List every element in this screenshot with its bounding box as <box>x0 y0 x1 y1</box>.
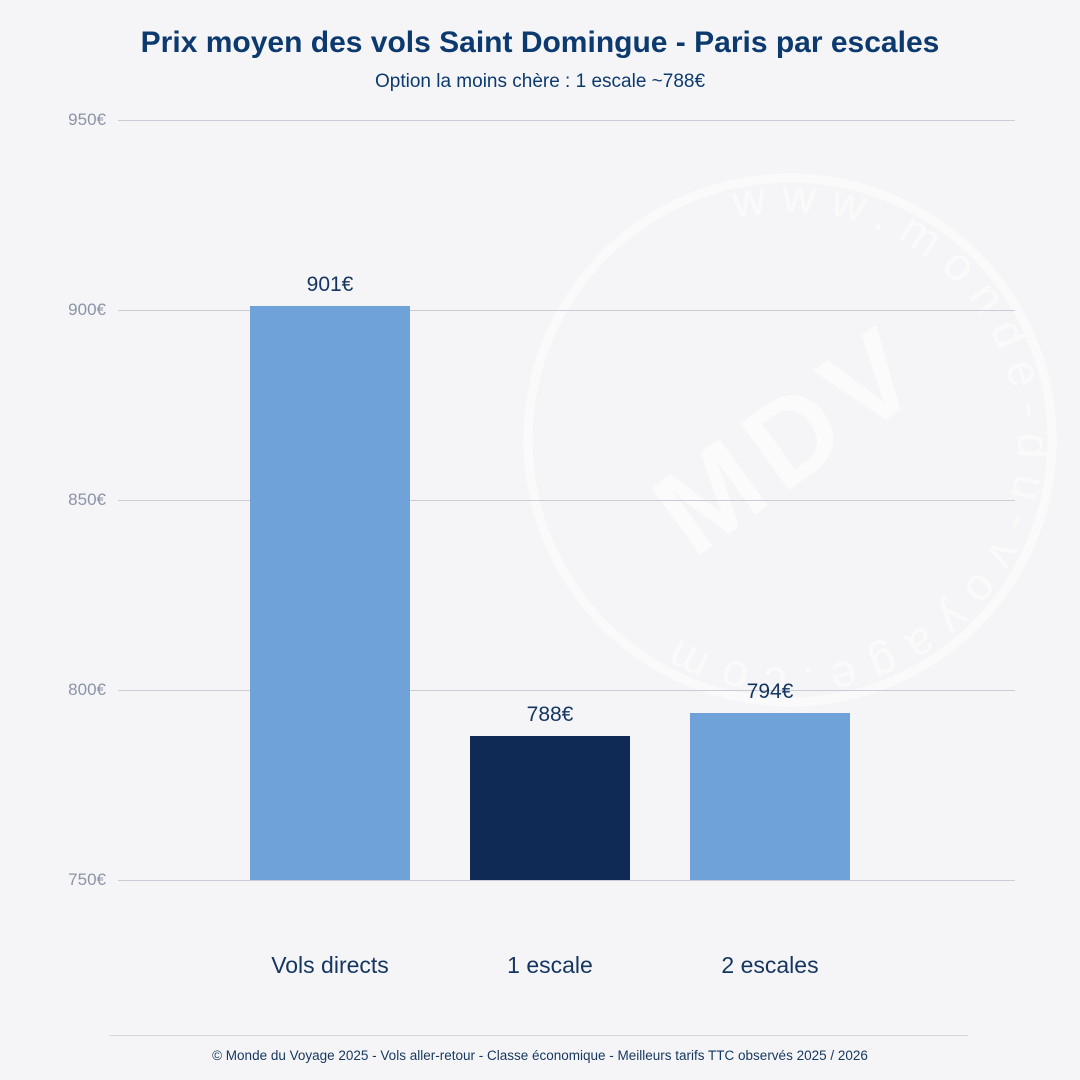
y-tick-label: 800€ <box>68 680 106 699</box>
footer-divider <box>110 1035 968 1036</box>
gridline <box>118 880 1015 881</box>
gridline <box>118 310 1015 311</box>
bar-1-escale <box>470 735 630 880</box>
y-tick-label: 850€ <box>68 490 106 509</box>
value-label: 901€ <box>306 273 354 297</box>
gridline <box>118 690 1015 691</box>
gridline <box>118 500 1015 501</box>
gridline <box>118 120 1015 121</box>
y-tick-label: 950€ <box>68 110 106 129</box>
category-label: 2 escales <box>721 952 819 978</box>
category-label: 1 escale <box>507 952 593 978</box>
y-tick-label: 900€ <box>68 300 106 319</box>
chart-subtitle: Option la moins chère : 1 escale ~788€ <box>374 71 706 92</box>
value-label: 794€ <box>746 679 794 703</box>
bar-vols-directs <box>250 306 410 880</box>
chart-header: Prix moyen des vols Saint Domingue - Par… <box>0 0 1080 93</box>
footer-credit: © Monde du Voyage 2025 - Vols aller-reto… <box>212 1048 868 1063</box>
value-label: 788€ <box>526 702 574 726</box>
bar-chart: 950€ 900€ 850€ 800€ 750€ 901€ Vols directs 788€… <box>68 110 1015 978</box>
bar-2-escales <box>690 712 850 880</box>
y-tick-label: 750€ <box>68 870 106 889</box>
category-label: Vols directs <box>271 952 389 978</box>
page-title: Prix moyen des vols Saint Domingue - Par… <box>140 26 940 59</box>
